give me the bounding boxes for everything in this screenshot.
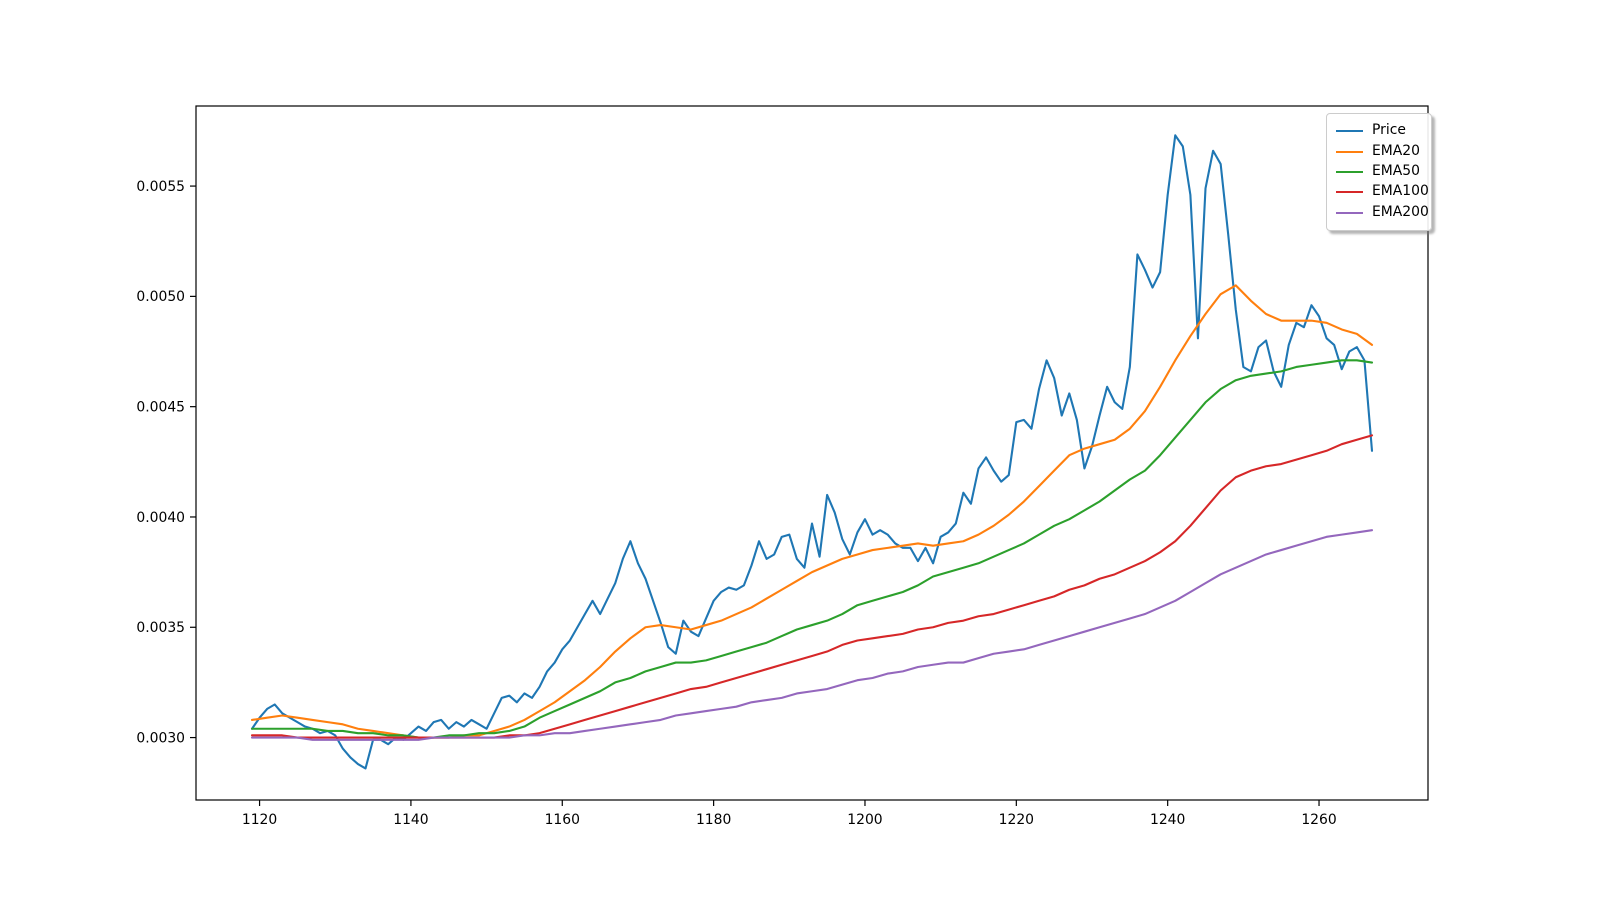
y-tick-label: 0.0030 [136,730,185,746]
legend-item-ema200[interactable]: EMA200 [1336,203,1429,223]
legend-line-ema50-icon [1336,170,1363,173]
x-tick-label: 1260 [1301,812,1336,828]
legend-label-ema50: EMA50 [1372,163,1420,180]
legend-label-price: Price [1372,122,1406,139]
plot-area [196,106,1428,800]
legend-line-price-icon [1336,130,1363,133]
legend-item-ema50[interactable]: EMA50 [1336,162,1422,182]
x-tick-label: 1220 [999,812,1034,828]
x-tick-label: 1200 [847,812,882,828]
series-line-price [250,134,1374,770]
legend-line-ema100-icon [1336,191,1363,194]
x-tick-label: 1120 [242,812,277,828]
legend-item-price[interactable]: Price [1336,121,1422,141]
x-tick-label: 1140 [393,812,428,828]
legend-item-ema100[interactable]: EMA100 [1336,182,1429,202]
x-tick-label: 1160 [545,812,580,828]
x-tick-label: 1180 [696,812,731,828]
legend-line-ema20-icon [1336,150,1363,153]
legend[interactable]: Price EMA20 EMA50 EMA100 EMA200 [1326,113,1432,231]
legend-label-ema200: EMA200 [1372,203,1429,220]
y-tick-label: 0.0055 [136,179,185,195]
y-tick-label: 0.0045 [136,399,185,415]
legend-label-ema20: EMA20 [1372,142,1420,159]
y-tick-label: 0.0035 [136,620,185,636]
y-tick-label: 0.0050 [136,289,185,305]
legend-item-ema20[interactable]: EMA20 [1336,141,1422,161]
legend-label-ema100: EMA100 [1372,183,1429,200]
series-line-ema200 [250,529,1374,741]
legend-line-ema200-icon [1336,211,1363,214]
y-tick-label: 0.0040 [136,510,185,526]
axes-spines [195,105,1429,801]
x-tick-label: 1240 [1150,812,1185,828]
